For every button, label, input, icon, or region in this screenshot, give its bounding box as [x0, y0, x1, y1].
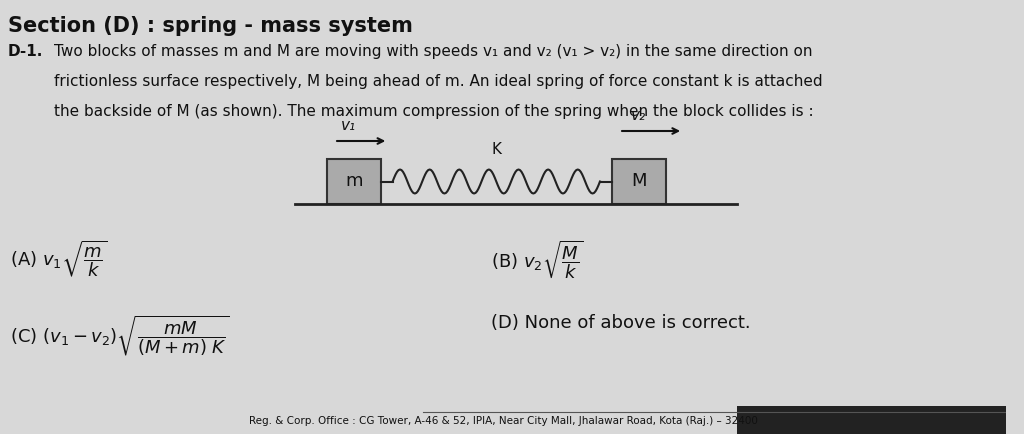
Text: D-1.: D-1.	[8, 44, 43, 59]
Text: (B) $v_2\sqrt{\dfrac{M}{k}}$: (B) $v_2\sqrt{\dfrac{M}{k}}$	[492, 239, 585, 282]
Text: (D) None of above is correct.: (D) None of above is correct.	[492, 314, 751, 332]
Bar	[611, 159, 666, 204]
Text: frictionless surface respectively, M being ahead of m. An ideal spring of force : frictionless surface respectively, M bei…	[54, 74, 822, 89]
Text: (A) $v_1\sqrt{\dfrac{m}{k}}$: (A) $v_1\sqrt{\dfrac{m}{k}}$	[10, 239, 108, 279]
Text: v₂: v₂	[631, 108, 646, 123]
Text: (C) $(v_1 - v_2)\sqrt{\dfrac{mM}{(M+m)\;K}}$: (C) $(v_1 - v_2)\sqrt{\dfrac{mM}{(M+m)\;…	[10, 314, 229, 358]
Text: the backside of M (as shown). The maximum compression of the spring when the blo: the backside of M (as shown). The maximu…	[54, 104, 814, 119]
Bar	[327, 159, 381, 204]
Text: M: M	[631, 172, 646, 191]
Text: Reg. & Corp. Office : CG Tower, A-46 & 52, IPIA, Near City Mall, Jhalawar Road, : Reg. & Corp. Office : CG Tower, A-46 & 5…	[249, 416, 758, 426]
Text: Two blocks of masses m and M are moving with speeds v₁ and v₂ (v₁ > v₂) in the s: Two blocks of masses m and M are moving …	[54, 44, 813, 59]
Text: K: K	[492, 141, 502, 157]
Text: m: m	[345, 172, 362, 191]
Text: Section (D) : spring - mass system: Section (D) : spring - mass system	[8, 16, 413, 36]
Text: v₁: v₁	[341, 118, 356, 133]
Bar	[737, 406, 1007, 434]
